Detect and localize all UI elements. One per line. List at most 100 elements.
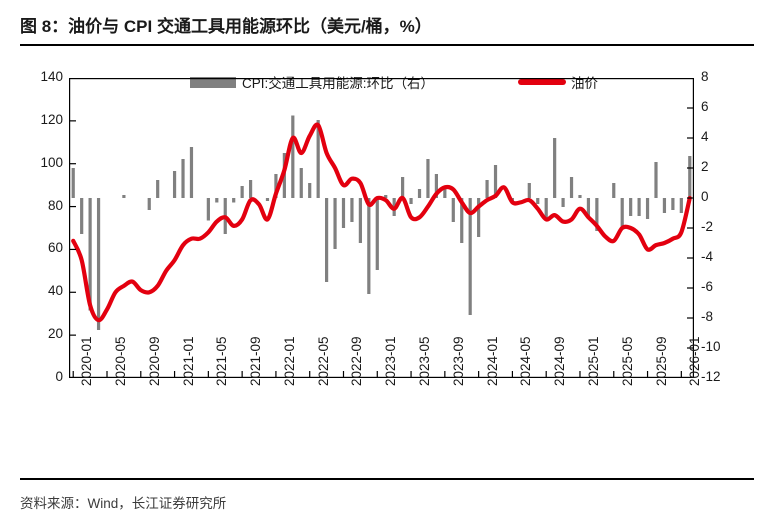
bar <box>189 147 194 198</box>
right-axis-tick-label: 2 <box>701 159 709 174</box>
bar <box>493 165 498 198</box>
bar <box>291 115 295 198</box>
left-axis-tick-label: 80 <box>47 197 63 213</box>
bar <box>316 120 320 198</box>
x-axis-tick-label: 2024-09 <box>552 336 568 386</box>
bar <box>181 159 185 198</box>
left-axis-tick-label: 120 <box>40 111 63 127</box>
bar <box>96 198 101 330</box>
x-axis-tick-label: 2022-05 <box>315 336 331 386</box>
bar <box>460 198 464 243</box>
bar <box>662 198 667 213</box>
bar <box>426 159 430 198</box>
bar <box>206 198 210 221</box>
right-axis-tick-label: 6 <box>701 99 709 114</box>
bar <box>375 198 379 270</box>
bar <box>477 198 481 237</box>
x-axis-tick-label: 2025-01 <box>585 336 601 386</box>
bar <box>595 198 599 231</box>
x-axis-tick-label: 2021-05 <box>214 336 230 386</box>
right-axis-tick-label: -6 <box>701 279 714 294</box>
bar <box>612 183 616 198</box>
bar <box>417 189 422 198</box>
bar <box>620 198 624 228</box>
bar <box>265 198 270 201</box>
bar <box>384 195 388 198</box>
x-axis-tick-label: 2025-05 <box>619 336 635 386</box>
bar <box>172 171 177 198</box>
x-axis-tick-label: 2023-05 <box>417 336 433 386</box>
right-axis-tick-label: -4 <box>701 249 714 264</box>
line-swatch-icon <box>518 79 567 85</box>
right-axis-tick-label: -8 <box>701 309 714 324</box>
bar <box>451 198 455 222</box>
bar <box>434 174 438 198</box>
legend-item-line: 油价 <box>518 72 598 92</box>
right-axis-tick-label: 0 <box>701 189 709 204</box>
bar <box>536 198 540 204</box>
right-axis-tick-label: -12 <box>701 369 721 384</box>
bar <box>274 174 278 198</box>
bar <box>308 183 312 198</box>
bar <box>671 198 675 210</box>
right-axis-tick-label: 8 <box>701 69 709 84</box>
bar <box>578 195 582 198</box>
axis-frame <box>69 78 694 378</box>
left-axis-tick-label: 60 <box>47 240 63 256</box>
bar <box>367 198 371 294</box>
x-axis-tick-label: 2021-01 <box>180 336 196 386</box>
plot-svg <box>69 78 694 378</box>
bar <box>215 198 219 203</box>
bar <box>527 183 531 198</box>
bar <box>679 198 683 213</box>
bar <box>629 198 633 216</box>
bar <box>122 195 126 198</box>
x-axis-tick-label: 2023-01 <box>383 336 399 386</box>
x-axis-tick-label: 2026-01 <box>687 336 703 386</box>
bar <box>240 186 244 198</box>
legend-label-bars: CPI:交通工具用能源:环比（右） <box>242 76 435 91</box>
x-axis-tick-label: 2025-09 <box>653 336 669 386</box>
bar <box>443 189 447 198</box>
bar <box>654 162 658 198</box>
bar <box>401 177 405 198</box>
x-axis-tick-label: 2022-09 <box>349 336 365 386</box>
bar <box>358 198 362 243</box>
bar <box>637 198 641 216</box>
left-axis-tick-label: 40 <box>47 283 63 299</box>
bar <box>586 198 591 216</box>
bar <box>553 138 557 198</box>
right-axis-tick-label: -10 <box>701 339 721 354</box>
bar <box>468 198 472 315</box>
left-axis-tick-label: 100 <box>40 154 63 170</box>
bar <box>147 198 151 210</box>
left-axis-tick-label: 140 <box>40 69 63 84</box>
x-axis-tick-label: 2022-01 <box>281 336 297 386</box>
bar <box>341 198 346 228</box>
right-axis-tick-label: 4 <box>701 129 709 144</box>
bar <box>561 198 565 207</box>
bar <box>299 168 303 198</box>
chart-legend: CPI:交通工具用能源:环比（右） 油价 <box>190 72 660 92</box>
bar <box>688 156 692 198</box>
bar <box>88 198 92 311</box>
plot-area <box>69 78 694 378</box>
x-axis-tick-label: 2021-09 <box>248 336 264 386</box>
line-series <box>71 122 692 323</box>
bar <box>485 180 489 198</box>
bar <box>80 198 84 234</box>
title-divider <box>20 44 754 46</box>
bar <box>156 180 160 198</box>
right-axis-tick-label: -2 <box>701 219 714 234</box>
bar-series <box>71 115 692 330</box>
bar <box>544 198 548 219</box>
x-axis-tick-label: 2024-05 <box>518 336 534 386</box>
x-axis-tick-label: 2024-01 <box>484 336 500 386</box>
bar <box>71 168 75 198</box>
legend-item-bars: CPI:交通工具用能源:环比（右） <box>190 72 434 92</box>
left-axis-tick-label: 20 <box>47 326 63 342</box>
x-axis-tick-label: 2023-09 <box>450 336 466 386</box>
bar <box>645 198 650 219</box>
bar-swatch-icon <box>190 76 236 88</box>
